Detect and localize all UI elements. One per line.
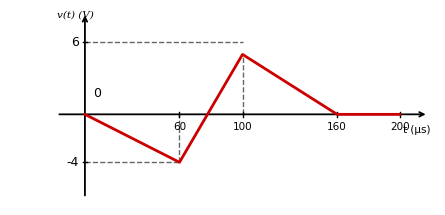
Text: 6: 6 xyxy=(71,36,79,49)
Text: 60: 60 xyxy=(173,121,186,132)
Text: -4: -4 xyxy=(66,156,79,169)
Text: 160: 160 xyxy=(327,121,347,132)
Text: v(t) (V): v(t) (V) xyxy=(57,10,93,19)
Text: t (μs): t (μs) xyxy=(403,125,430,135)
Text: 100: 100 xyxy=(233,121,252,132)
Text: 200: 200 xyxy=(390,121,410,132)
Text: 0: 0 xyxy=(93,87,101,100)
